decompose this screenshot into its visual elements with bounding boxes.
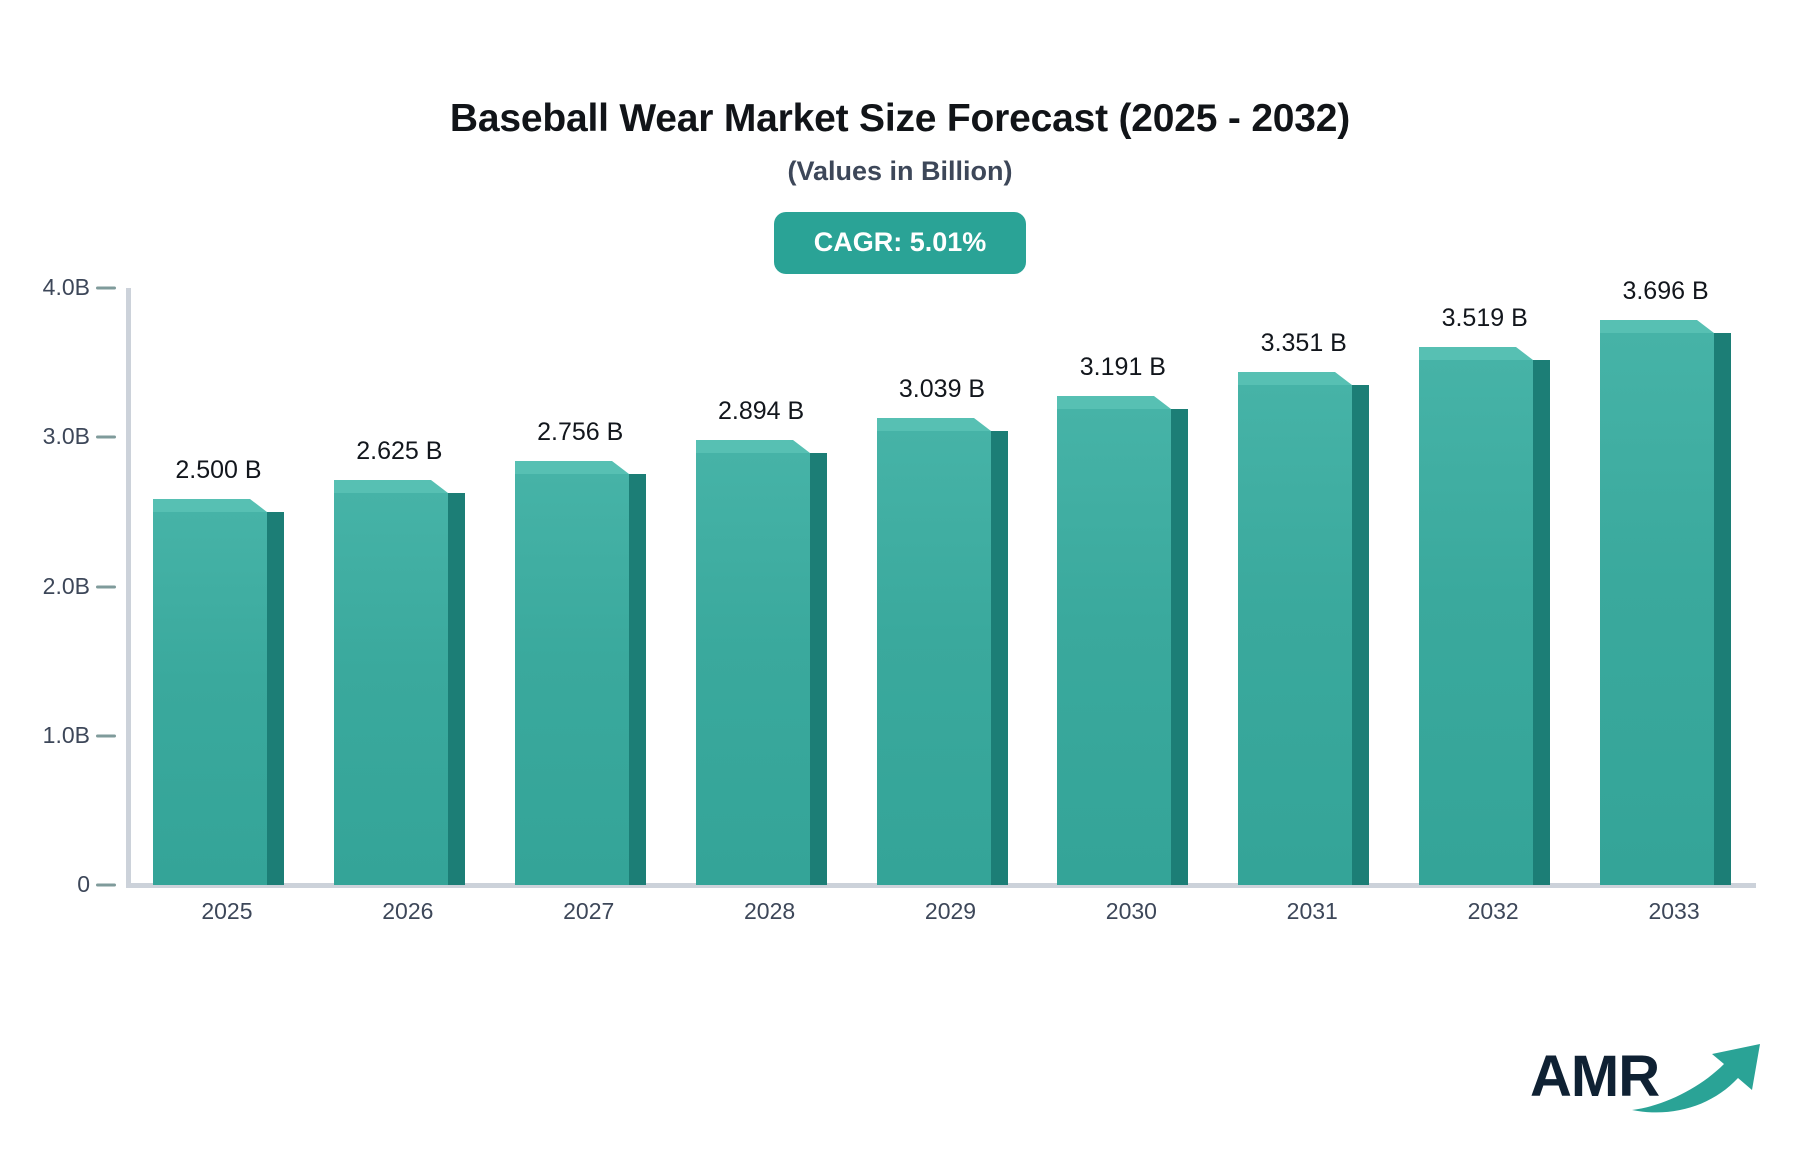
bar-column[interactable]: 3.191 B xyxy=(1057,353,1189,885)
bar-value-label: 2.625 B xyxy=(356,437,443,466)
x-axis-line xyxy=(126,883,1756,888)
bar-top-face xyxy=(1419,346,1534,360)
bar-side-face xyxy=(628,473,646,885)
y-axis-tick-label: 0 xyxy=(18,871,90,898)
bar-value-label: 3.519 B xyxy=(1441,303,1528,332)
bar-top-face xyxy=(695,440,810,454)
y-axis-tick-label: 4.0B xyxy=(18,274,90,301)
bar-side-face xyxy=(1714,333,1732,885)
bar-front-face xyxy=(1419,359,1534,885)
y-axis-tick-label: 3.0B xyxy=(18,423,90,450)
bar-top-face xyxy=(1057,395,1172,409)
bar-front-face xyxy=(1238,384,1353,885)
bar-column[interactable]: 3.351 B xyxy=(1238,329,1370,885)
y-axis-tick-mark xyxy=(96,286,116,290)
y-axis-line xyxy=(126,288,131,885)
x-axis-label: 2025 xyxy=(201,898,253,924)
y-axis-tick-mark xyxy=(96,883,116,887)
bar-side-face xyxy=(266,511,284,885)
x-axis-label: 2032 xyxy=(1467,898,1519,924)
bar-side-face xyxy=(1352,384,1370,885)
y-axis-tick-mark xyxy=(96,585,116,588)
bar-top-face xyxy=(1238,371,1353,385)
x-axis-label: 2029 xyxy=(924,898,977,924)
y-axis-tick-text: 2.0B xyxy=(42,572,90,599)
y-axis-tick-text: 3.0B xyxy=(42,423,90,450)
x-axis-label: 2033 xyxy=(1648,898,1700,924)
bar-side-face xyxy=(809,453,827,885)
y-axis-tick-label: 2.0B xyxy=(18,573,90,600)
bar-value-label: 2.756 B xyxy=(537,417,624,446)
bar-side-face xyxy=(1533,359,1551,885)
bar-top-face xyxy=(876,418,991,432)
bar-side-face xyxy=(990,431,1008,885)
bar-column[interactable]: 2.625 B xyxy=(333,437,465,885)
bar-value-label: 3.696 B xyxy=(1622,277,1709,306)
x-axis-label: 2026 xyxy=(382,898,434,924)
bar-front-face xyxy=(1057,408,1172,885)
y-axis-tick-text: 1.0B xyxy=(42,721,90,748)
bar-side-face xyxy=(1171,408,1189,885)
x-axis-label: 2028 xyxy=(744,898,796,924)
bar-front-face xyxy=(333,493,448,885)
bar-column[interactable]: 3.039 B xyxy=(876,375,1008,885)
bar-front-face xyxy=(152,511,267,885)
bar-column[interactable]: 2.756 B xyxy=(514,418,646,885)
amr-logo-text: AMR xyxy=(1530,1044,1660,1109)
bar-top-face xyxy=(152,498,267,512)
y-axis-tick-text: 4.0B xyxy=(42,274,90,300)
bar-column[interactable]: 3.696 B xyxy=(1600,277,1732,885)
y-axis-tick-mark xyxy=(96,734,116,738)
bar-side-face xyxy=(447,493,465,885)
bar-value-label: 3.039 B xyxy=(898,375,986,404)
bar-value-label: 3.351 B xyxy=(1260,328,1347,357)
bar-top-face xyxy=(1600,320,1715,334)
chart-subtitle: (Values in Billion) xyxy=(787,156,1013,186)
bar-top-face xyxy=(514,460,629,474)
y-axis-tick-label: 1.0B xyxy=(18,722,90,749)
bar-value-label: 3.191 B xyxy=(1079,352,1166,381)
bar-front-face xyxy=(1600,333,1715,885)
bar-column[interactable]: 3.519 B xyxy=(1419,304,1551,885)
bar-value-label: 2.894 B xyxy=(718,397,805,426)
x-axis-label: 2031 xyxy=(1286,898,1338,924)
bar-front-face xyxy=(876,431,991,885)
bar-front-face xyxy=(514,473,629,885)
chart-header: Baseball Wear Market Size Forecast (2025… xyxy=(0,96,1800,274)
bar-front-face xyxy=(695,453,810,885)
growth-arrow-icon xyxy=(1632,1044,1760,1113)
bar-column[interactable]: 2.500 B xyxy=(152,456,284,885)
bar-top-face xyxy=(333,480,448,494)
bar-value-label: 2.500 B xyxy=(175,455,262,484)
y-axis-tick-text: 0 xyxy=(77,871,90,897)
y-axis-tick-mark xyxy=(96,435,116,439)
amr-logo: AMR xyxy=(1530,1042,1770,1120)
cagr-badge: CAGR: 5.01% xyxy=(773,212,1027,274)
x-axis-label: 2027 xyxy=(563,898,615,924)
bar-column[interactable]: 2.894 B xyxy=(695,397,827,885)
x-axis-label: 2030 xyxy=(1105,898,1157,924)
page-title: Baseball Wear Market Size Forecast (2025… xyxy=(449,97,1351,140)
